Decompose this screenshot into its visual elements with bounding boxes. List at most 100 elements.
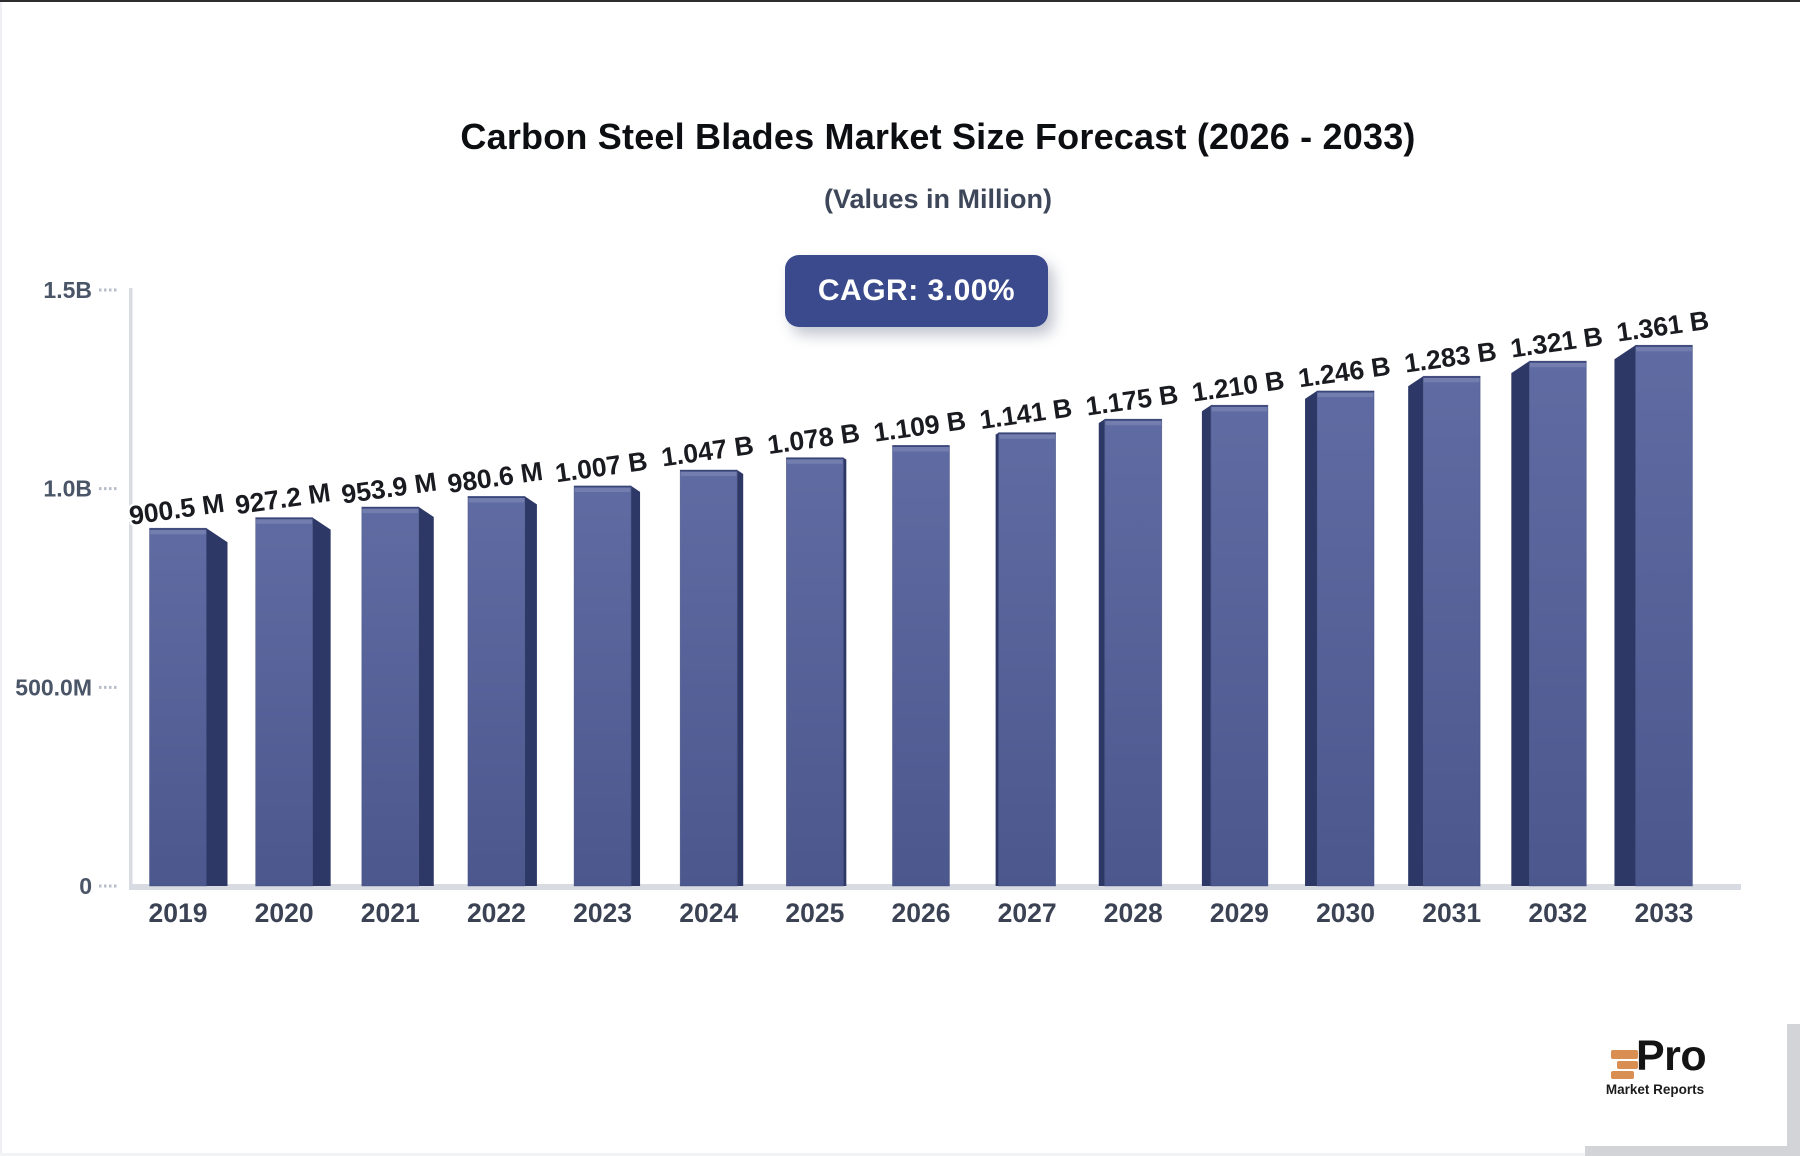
- axes: [99, 288, 1741, 890]
- x-axis-label: 2021: [361, 898, 420, 928]
- bar-value-label: 1.109 B: [872, 405, 968, 448]
- bar-side-face: [1201, 405, 1211, 886]
- bar: [1210, 404, 1269, 887]
- bar-top-edge: [892, 445, 950, 447]
- bar-side-face: [1614, 345, 1636, 886]
- bar-series: [149, 344, 1693, 887]
- bar: [467, 496, 526, 887]
- bar-top-face: [893, 446, 949, 452]
- y-axis-label: 1.5B: [43, 277, 92, 303]
- bar-top-edge: [786, 457, 844, 460]
- bar-side-face: [631, 485, 641, 886]
- bar-top-face: [680, 471, 737, 477]
- bar-value-label: 900.5 M: [127, 488, 226, 531]
- bar-top-edge: [998, 432, 1056, 435]
- cagr-badge-label: CAGR: 3.00%: [817, 274, 1016, 307]
- bar: [149, 527, 207, 887]
- x-axis-label: 2031: [1422, 898, 1481, 928]
- x-axis-label: 2033: [1634, 898, 1693, 928]
- bar-side-face: [1511, 361, 1530, 886]
- logo-tagline: Market Reports: [1605, 1082, 1705, 1097]
- bar-value-label: 1.210 B: [1190, 365, 1286, 408]
- window-bottom-edge: [0, 1153, 1800, 1156]
- bar-top-edge: [255, 517, 313, 520]
- bar-top-face: [1105, 420, 1162, 426]
- bar-value-label: 953.9 M: [340, 467, 439, 510]
- x-axis-label: 2019: [149, 898, 208, 928]
- y-axis-labels: 0 500.0M 1.0B 1.5B: [15, 277, 92, 899]
- bar-top-face: [1317, 392, 1374, 398]
- bar-top-face: [1530, 362, 1586, 368]
- bar-value-label: 1.007 B: [553, 446, 649, 489]
- cagr-badge: CAGR: 3.00%: [785, 255, 1048, 327]
- bar: [361, 506, 420, 887]
- y-axis-label: 500.0M: [15, 674, 92, 700]
- bar-top-edge: [1210, 405, 1268, 407]
- x-axis-labels: 2019 2020 2021 2022 2023 2024 2025 2026 2027 2028…: [149, 898, 1694, 928]
- bar-top-face: [999, 434, 1055, 439]
- x-axis-line: [129, 884, 1741, 890]
- x-axis-label: 2027: [998, 898, 1057, 928]
- window-left-edge: [0, 0, 2, 1156]
- bar-side-face: [524, 496, 537, 886]
- bar-top-edge: [1423, 376, 1481, 378]
- bar-top-edge: [1635, 345, 1693, 347]
- y-axis-line: [129, 288, 133, 890]
- bar-side-face: [1098, 419, 1105, 886]
- bar-top-face: [468, 497, 525, 503]
- x-axis-label: 2023: [573, 898, 632, 928]
- bar-side-face: [1408, 376, 1424, 886]
- bar: [679, 469, 738, 887]
- x-axis-label: 2029: [1210, 898, 1269, 928]
- window-corner-gray: [1585, 1146, 1800, 1156]
- x-axis-label: 2022: [467, 898, 526, 928]
- bar-side-face: [995, 432, 999, 886]
- x-axis-label: 2026: [892, 898, 951, 928]
- bar-value-label: 1.361 B: [1615, 305, 1711, 348]
- bar: [1104, 418, 1163, 887]
- bar-top-face: [1636, 346, 1692, 352]
- bar-top-face: [362, 508, 419, 514]
- bar-top-face: [574, 487, 631, 492]
- bar-value-label: 1.246 B: [1296, 351, 1392, 394]
- bar-top-edge: [680, 469, 738, 472]
- x-axis-label: 2032: [1528, 898, 1587, 928]
- bar-value-label: 927.2 M: [233, 477, 332, 520]
- bar: [892, 445, 950, 887]
- bar-side-face: [206, 528, 228, 886]
- x-axis-label: 2024: [679, 898, 738, 928]
- bar-value-label: 1.175 B: [1084, 379, 1180, 422]
- window-corner-gray: [1787, 1024, 1800, 1156]
- bar-value-label: 1.141 B: [978, 392, 1074, 435]
- pro-market-reports-logo: Pro Market Reports: [1603, 1032, 1713, 1104]
- bar-side-face: [312, 517, 331, 886]
- bar-side-face: [737, 469, 744, 886]
- bar: [785, 457, 844, 887]
- bar: [1422, 375, 1481, 887]
- chart-subtitle: (Values in Million): [823, 184, 1053, 214]
- bar-top-face: [256, 519, 312, 524]
- x-axis-label: 2030: [1316, 898, 1375, 928]
- bar-value-label: 1.283 B: [1402, 336, 1498, 379]
- bar-value-label: 1.078 B: [766, 417, 862, 460]
- x-axis-label: 2025: [785, 898, 844, 928]
- logo-bars-icon: [1611, 1071, 1634, 1079]
- y-axis-label: 1.0B: [43, 476, 92, 502]
- bar-top-face: [1211, 406, 1268, 412]
- bar-top-edge: [149, 528, 207, 530]
- bar-top-edge: [467, 496, 525, 498]
- x-axis-label: 2020: [255, 898, 314, 928]
- bar-value-label: 1.321 B: [1509, 321, 1605, 364]
- bar-top-edge: [1317, 390, 1375, 393]
- bar-value-label: 1.047 B: [659, 430, 755, 473]
- bar: [1528, 360, 1587, 887]
- bar: [1635, 344, 1693, 887]
- bar-top-face: [1423, 377, 1480, 383]
- logo-bars-icon: [1617, 1061, 1638, 1069]
- bar-top-edge: [1104, 419, 1162, 421]
- x-axis-label: 2028: [1104, 898, 1163, 928]
- bar-side-face: [418, 506, 434, 886]
- y-axis-label: 0: [79, 873, 92, 899]
